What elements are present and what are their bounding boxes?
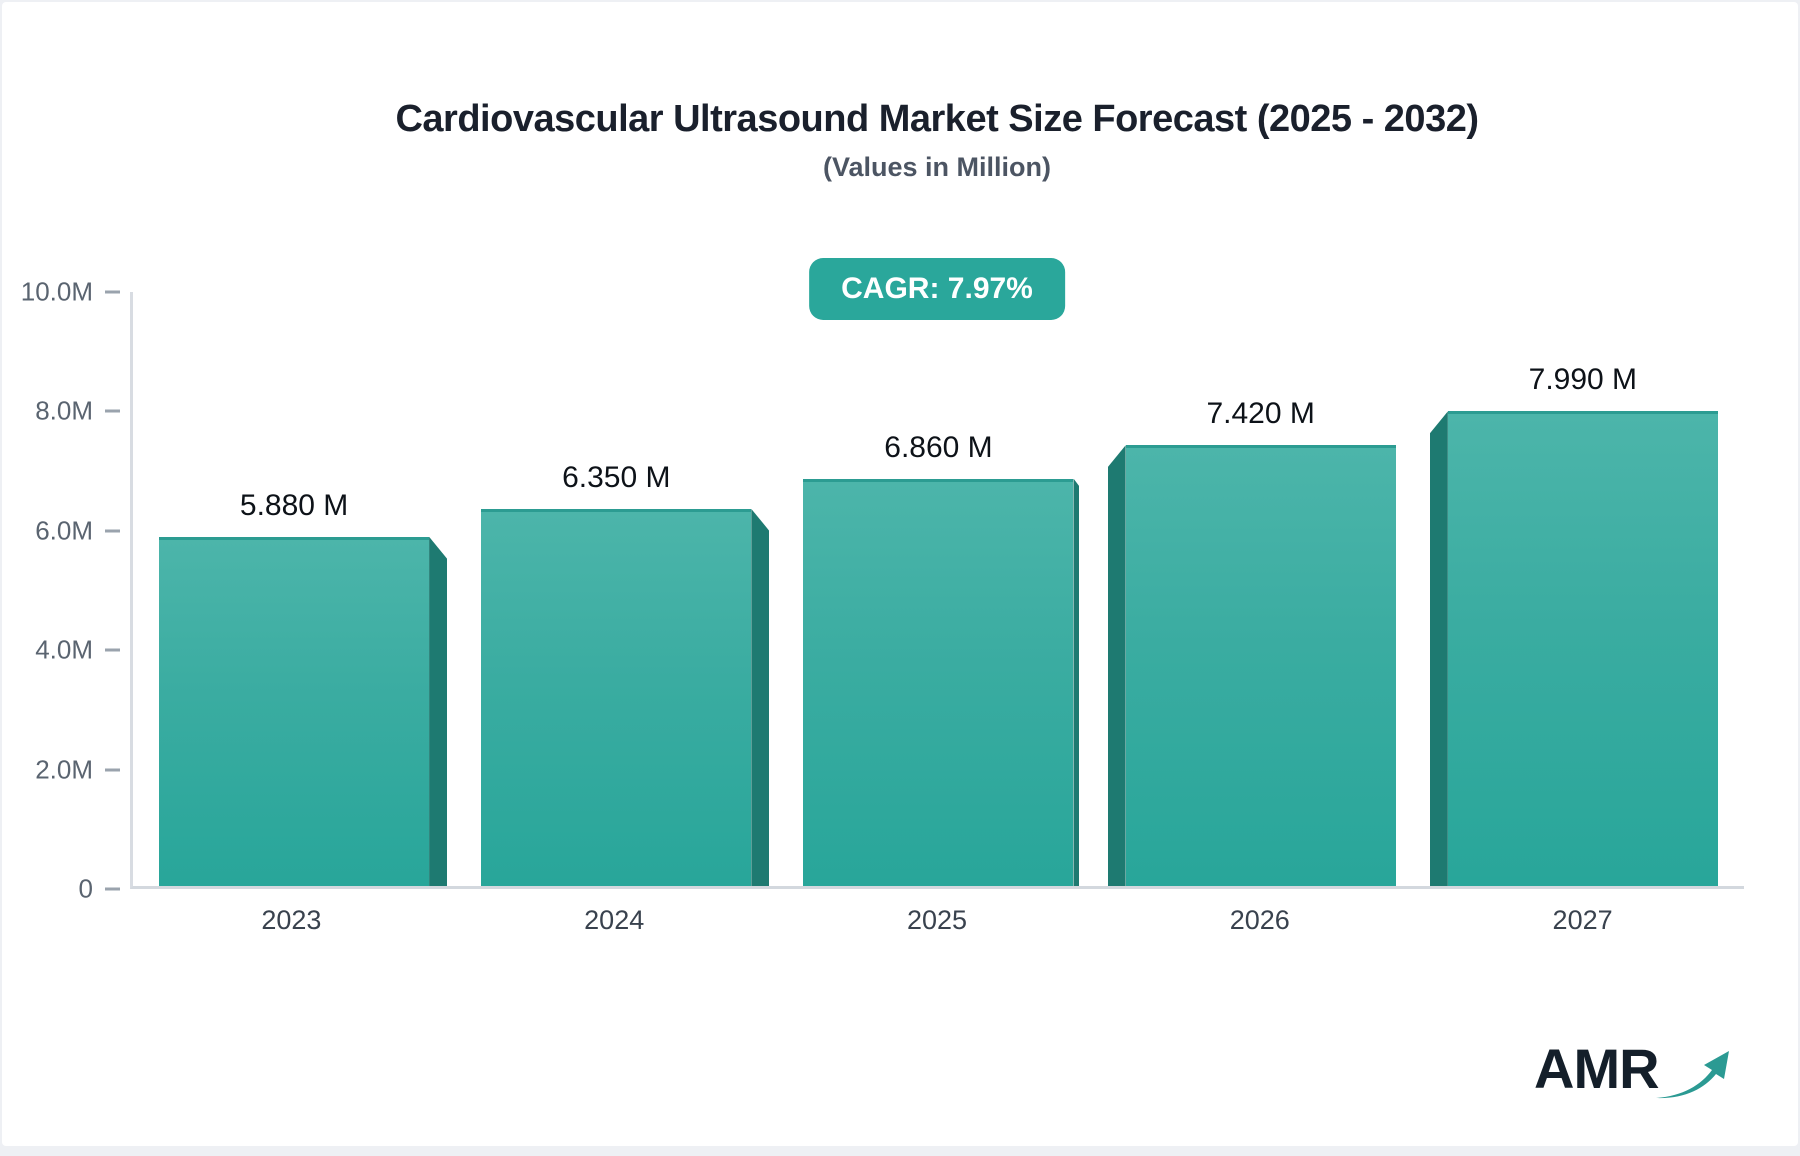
x-tick-label-2023: 2023 xyxy=(261,905,322,935)
y-tick-label: 8.0M xyxy=(35,395,93,426)
y-tick: 6.0M xyxy=(2,515,128,546)
bar-2023: 5.880 M xyxy=(159,489,448,886)
y-tick: 8.0M xyxy=(2,396,128,427)
bar-value-label: 6.860 M xyxy=(884,430,993,464)
y-tick-mark xyxy=(105,529,120,533)
y-tick-label: 0 xyxy=(78,873,93,904)
growth-arrow-icon xyxy=(1655,1051,1729,1099)
y-tick: 2.0M xyxy=(2,754,128,785)
y-tick-label: 4.0M xyxy=(35,634,93,665)
bar-face xyxy=(1447,411,1718,886)
bar-face xyxy=(159,536,430,886)
bar-2024: 6.350 M xyxy=(481,461,770,886)
bar-band-2023: 5.880 M xyxy=(133,292,455,886)
y-tick-label: 2.0M xyxy=(35,754,93,785)
y-tick-label: 6.0M xyxy=(35,515,93,546)
x-tick-label-2027: 2027 xyxy=(1552,905,1613,935)
chart-subtitle: (Values in Million) xyxy=(822,152,1052,182)
bar-value-label: 5.880 M xyxy=(239,488,349,522)
y-axis: 10.0M 8.0M 6.0M 4.0M 2.0M 0 xyxy=(2,277,128,904)
cagr-badge: CAGR: 7.97% xyxy=(809,258,1065,320)
bar-face xyxy=(481,508,752,886)
bar-2025: 6.860 M xyxy=(803,431,1080,886)
bar-value-label: 6.350 M xyxy=(562,460,671,494)
bar-face xyxy=(1125,445,1396,886)
y-tick-mark xyxy=(105,409,120,413)
plot-area: 5.880 M 6.350 M 6.860 M xyxy=(130,292,1744,889)
bar-3d-side xyxy=(429,536,448,886)
y-tick-label: 10.0M xyxy=(20,276,93,307)
bar-band-2026: 7.420 M xyxy=(1100,292,1422,886)
bar-3d-side xyxy=(751,508,770,886)
amr-logo-text: AMR xyxy=(1534,1037,1660,1100)
bar-band-2025: 6.860 M xyxy=(777,292,1099,886)
bar-3d-side xyxy=(1429,411,1448,886)
bar-3d-side xyxy=(1107,445,1126,886)
y-tick-mark xyxy=(105,887,120,891)
y-tick-mark xyxy=(105,768,120,772)
y-tick: 4.0M xyxy=(2,635,128,666)
x-axis: 2023 2024 2025 2026 2027 xyxy=(130,905,1744,936)
y-tick: 0 xyxy=(2,874,128,905)
x-tick-label-2024: 2024 xyxy=(584,905,645,935)
bar-2026: 7.420 M xyxy=(1107,397,1396,886)
x-tick-label-2026: 2026 xyxy=(1229,905,1290,935)
bar-value-label: 7.990 M xyxy=(1528,363,1638,397)
bar-face xyxy=(803,478,1074,886)
y-tick-mark xyxy=(105,648,120,652)
bar-series: 5.880 M 6.350 M 6.860 M xyxy=(133,292,1744,886)
amr-logo: AMR xyxy=(1534,1038,1731,1104)
chart-title: Cardiovascular Ultrasound Market Size Fo… xyxy=(395,98,1479,140)
y-tick: 10.0M xyxy=(2,277,128,308)
x-tick-label-2025: 2025 xyxy=(906,905,968,935)
bar-3d-side xyxy=(1073,478,1080,886)
bar-value-label: 7.420 M xyxy=(1206,397,1315,431)
y-tick-mark xyxy=(105,290,120,294)
bar-2027: 7.990 M xyxy=(1429,363,1718,886)
bar-band-2027: 7.990 M xyxy=(1422,292,1744,886)
bar-band-2024: 6.350 M xyxy=(455,292,777,886)
